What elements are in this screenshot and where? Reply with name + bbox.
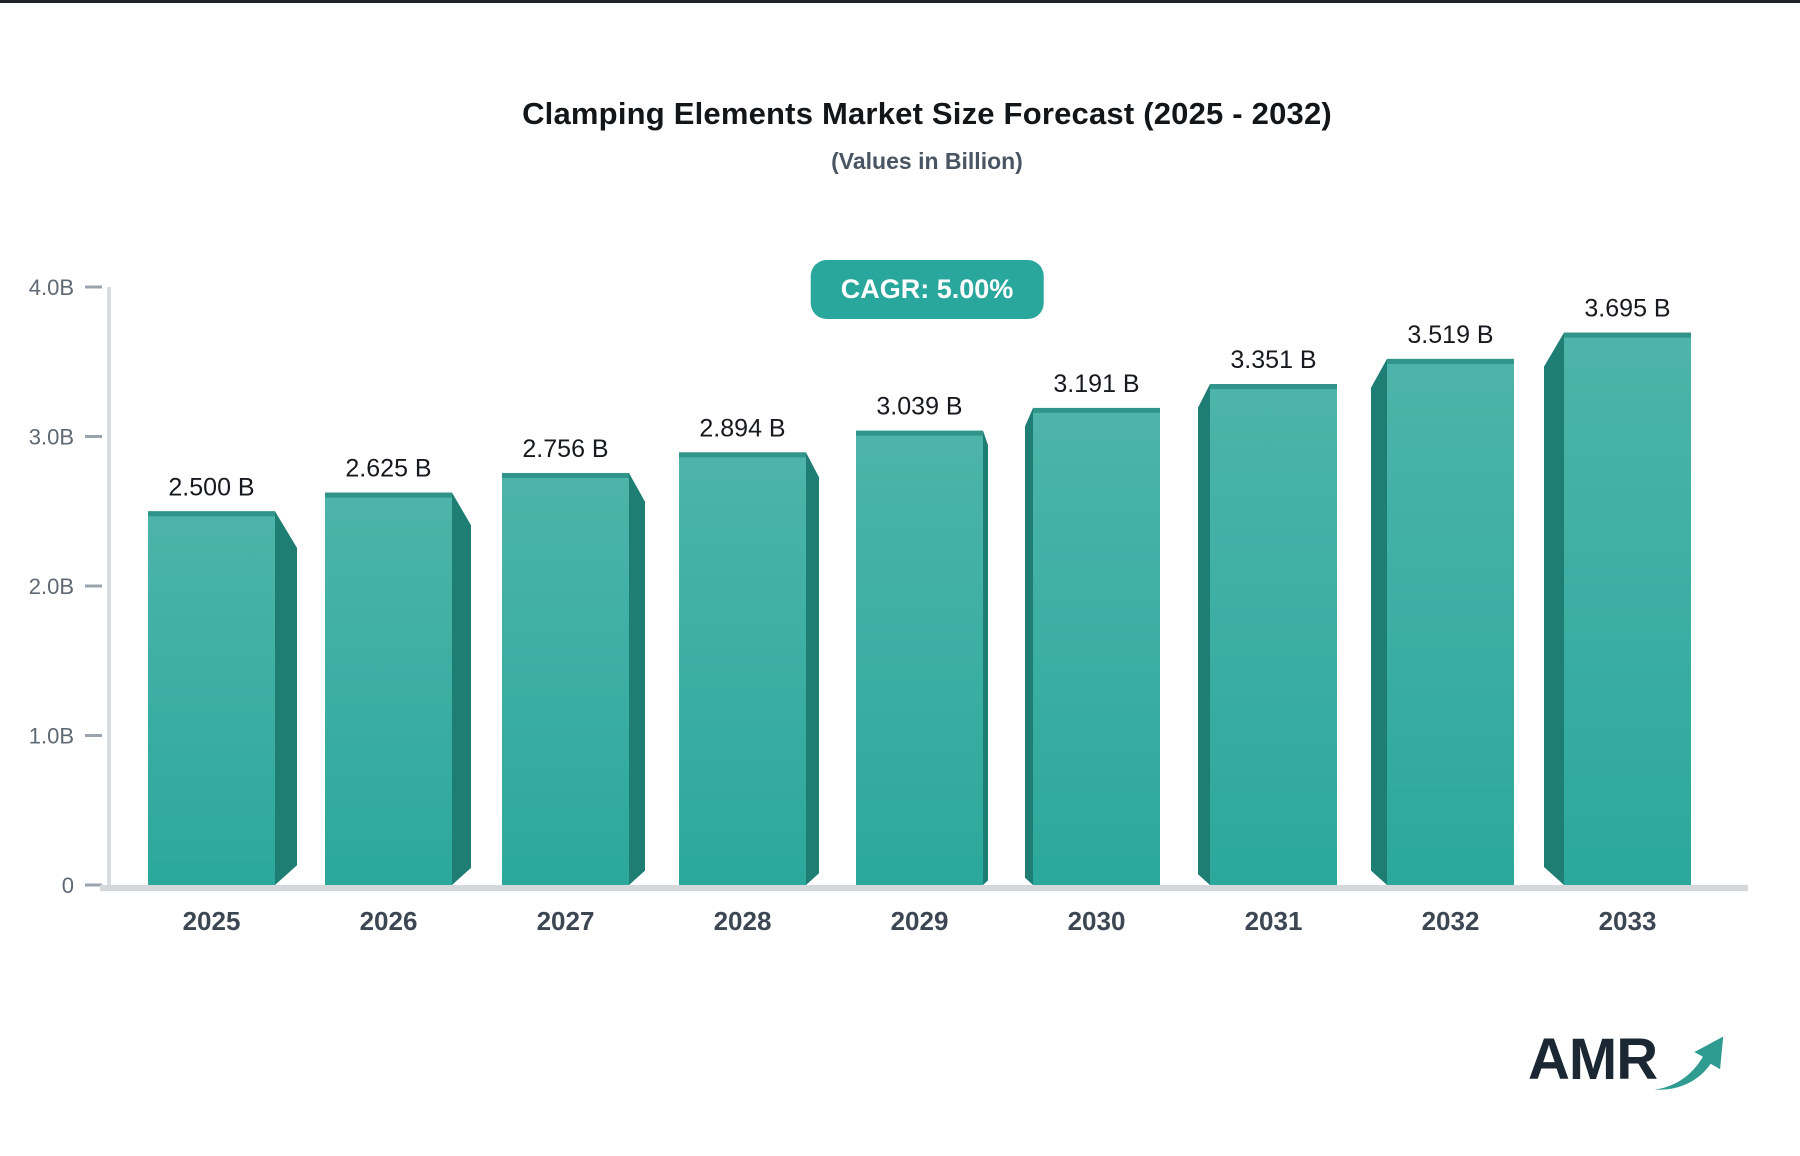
y-tick-mark	[85, 435, 102, 438]
y-tick-label: 3.0B	[29, 425, 74, 450]
y-tick-label: 0	[62, 873, 74, 898]
bar-top-edge	[1564, 332, 1691, 338]
y-tick-label: 1.0B	[29, 724, 74, 749]
x-axis-label: 2031	[1245, 906, 1303, 936]
bar-value-label: 3.695 B	[1584, 295, 1670, 323]
x-axis-label: 2032	[1422, 906, 1480, 936]
bar-face	[679, 452, 806, 885]
bar-face	[1033, 407, 1160, 885]
bar-side-shadow	[1371, 358, 1387, 885]
bar-top-edge	[856, 430, 983, 436]
bar-top-edge	[1210, 384, 1337, 390]
bar-face	[1564, 332, 1691, 885]
bar-2029: 3.039 B 2029	[856, 393, 988, 936]
x-axis-label: 2029	[891, 906, 949, 936]
x-axis-baseline	[100, 885, 1748, 891]
x-axis-label: 2026	[360, 906, 418, 936]
y-tick-mark	[85, 734, 102, 737]
bar-value-label: 3.191 B	[1053, 370, 1139, 398]
bar-2033: 3.695 B 2033	[1544, 295, 1691, 936]
x-axis-label: 2030	[1068, 906, 1126, 936]
bar-face	[1387, 358, 1514, 885]
cagr-badge-label: CAGR: 5.00%	[840, 274, 1014, 304]
y-axis-line	[107, 287, 111, 885]
bar-side-shadow	[983, 430, 988, 885]
chart-subtitle: (Values in Billion)	[831, 148, 1023, 174]
bar-side-shadow	[275, 511, 297, 885]
bar-value-label: 3.351 B	[1230, 346, 1316, 374]
bar-value-label: 3.039 B	[876, 393, 962, 421]
amr-logo: AMR	[1528, 1028, 1731, 1096]
bar-face	[148, 511, 275, 885]
cagr-badge: CAGR: 5.00%	[810, 260, 1044, 319]
bar-2031: 3.351 B 2031	[1198, 346, 1337, 936]
bar-top-edge	[148, 511, 275, 517]
bar-side-shadow	[1198, 384, 1210, 885]
bar-side-shadow	[806, 452, 819, 885]
y-tick-mark	[85, 883, 102, 887]
bar-value-label: 2.894 B	[699, 414, 785, 442]
x-axis-label: 2027	[537, 906, 595, 936]
bar-2032: 3.519 B 2032	[1371, 321, 1514, 936]
bar-value-label: 3.519 B	[1407, 321, 1493, 349]
y-tick-mark	[85, 584, 102, 588]
bar-2028: 2.894 B 2028	[679, 414, 819, 936]
bar-top-edge	[1033, 407, 1160, 413]
x-axis-label: 2025	[183, 906, 241, 936]
bar-top-edge	[679, 452, 806, 458]
bar-value-label: 2.500 B	[168, 473, 254, 501]
bar-top-edge	[502, 472, 629, 478]
y-tick-label: 2.0B	[29, 574, 74, 599]
bar-top-edge	[325, 492, 452, 498]
x-axis-label: 2028	[714, 906, 772, 936]
bar-side-shadow	[1025, 407, 1033, 885]
bar-face	[325, 492, 452, 885]
bar-2027: 2.756 B 2027	[502, 435, 645, 936]
bar-top-edge	[1387, 358, 1514, 364]
chart-title: Clamping Elements Market Size Forecast (…	[522, 96, 1332, 131]
bar-side-shadow	[452, 492, 471, 885]
bar-2025: 2.500 B 2025	[148, 473, 297, 936]
bar-side-shadow	[1544, 332, 1564, 885]
bar-value-label: 2.625 B	[345, 455, 431, 483]
y-tick-mark	[85, 285, 102, 289]
bar-face	[856, 430, 983, 885]
window-top-border	[0, 0, 1800, 3]
amr-logo-text: AMR	[1528, 1027, 1658, 1092]
bar-face	[502, 472, 629, 885]
trend-arrow-icon	[1654, 1036, 1724, 1090]
bar-face	[1210, 384, 1337, 885]
bar-value-label: 2.756 B	[522, 435, 608, 463]
x-axis-label: 2033	[1599, 906, 1657, 936]
y-tick-label: 4.0B	[29, 275, 74, 300]
bar-side-shadow	[629, 472, 645, 885]
bar-2026: 2.625 B 2026	[325, 455, 471, 936]
bar-2030: 3.191 B 2030	[1025, 370, 1160, 936]
